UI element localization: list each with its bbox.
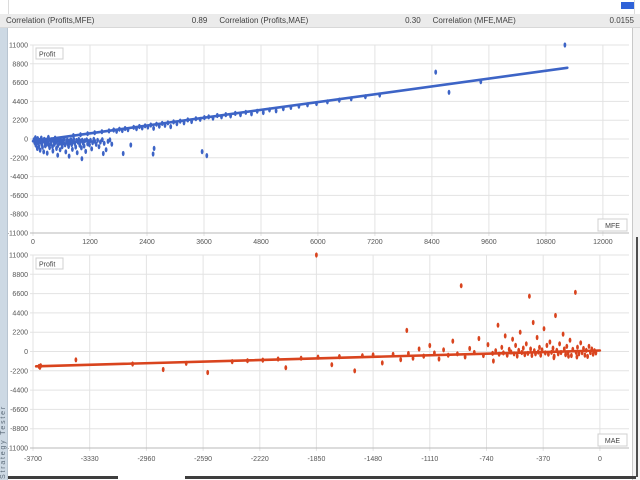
svg-text:4800: 4800 <box>253 239 269 246</box>
svg-text:-3700: -3700 <box>24 456 42 463</box>
svg-text:Profit: Profit <box>39 52 55 59</box>
svg-text:MAE: MAE <box>605 438 621 445</box>
svg-text:11000: 11000 <box>9 43 28 50</box>
svg-text:-1850: -1850 <box>307 456 325 463</box>
svg-text:-8800: -8800 <box>10 426 28 433</box>
correlation-header-bar: Correlation (Profits,MFE) 0.89 Correlati… <box>0 14 640 28</box>
correlation-profits-mfe-label: Correlation (Profits,MFE) <box>6 16 95 25</box>
svg-text:-11000: -11000 <box>8 446 28 453</box>
sidebar-tab-strategy-tester[interactable]: Strategy Tester <box>0 405 7 479</box>
correlation-profits-mae-label: Correlation (Profits,MAE) <box>219 16 309 25</box>
svg-text:-1110: -1110 <box>421 456 438 463</box>
svg-text:1200: 1200 <box>82 239 98 246</box>
top-strip <box>0 0 640 14</box>
svg-text:-6600: -6600 <box>10 193 28 200</box>
top-strip-divider-left <box>8 0 9 14</box>
profit-vs-mae-chart: 11000 8800 6600 4400 2200 0 -2200 -4400 -6600 -88… <box>8 248 632 480</box>
svg-text:-2960: -2960 <box>137 456 155 463</box>
svg-text:-740: -740 <box>479 456 493 463</box>
svg-text:8400: 8400 <box>424 239 440 246</box>
svg-text:-4400: -4400 <box>10 174 28 181</box>
svg-text:9600: 9600 <box>481 239 497 246</box>
svg-text:0: 0 <box>24 349 28 356</box>
svg-text:-4400: -4400 <box>10 388 28 395</box>
correlation-profits-mae: Correlation (Profits,MAE) 0.30 <box>213 14 426 27</box>
svg-text:-8800: -8800 <box>10 212 28 219</box>
svg-text:-2200: -2200 <box>10 155 28 162</box>
svg-text:7200: 7200 <box>367 239 383 246</box>
svg-text:-2220: -2220 <box>251 456 269 463</box>
svg-text:-2590: -2590 <box>194 456 212 463</box>
svg-text:10800: 10800 <box>536 239 556 246</box>
svg-text:6600: 6600 <box>12 291 28 298</box>
svg-text:2400: 2400 <box>139 239 155 246</box>
svg-text:-3330: -3330 <box>81 456 99 463</box>
svg-text:-370: -370 <box>536 456 550 463</box>
svg-text:2200: 2200 <box>12 118 28 125</box>
svg-text:4400: 4400 <box>12 99 28 106</box>
svg-text:11000: 11000 <box>9 253 28 260</box>
svg-text:12000: 12000 <box>593 239 613 246</box>
svg-text:Profit: Profit <box>39 262 55 269</box>
svg-text:-1480: -1480 <box>364 456 382 463</box>
bottom-border-left-segment <box>8 476 118 479</box>
svg-text:-2200: -2200 <box>10 368 28 375</box>
correlation-profits-mfe: Correlation (Profits,MFE) 0.89 <box>0 14 213 27</box>
svg-text:MFE: MFE <box>605 223 620 230</box>
svg-text:8800: 8800 <box>12 272 28 279</box>
scrollbar-thumb[interactable] <box>636 237 638 477</box>
svg-text:0: 0 <box>31 239 35 246</box>
svg-text:-6600: -6600 <box>10 407 28 414</box>
bottom-border-right-segment <box>185 476 636 479</box>
svg-text:-11000: -11000 <box>8 231 28 238</box>
correlation-mfe-mae-label: Correlation (MFE,MAE) <box>432 16 516 25</box>
svg-text:8800: 8800 <box>12 61 28 68</box>
svg-text:0: 0 <box>24 137 28 144</box>
svg-text:6000: 6000 <box>310 239 326 246</box>
correlation-mfe-mae-value: 0.0155 <box>609 16 634 25</box>
strategy-tester-dock-strip: Strategy Tester <box>0 28 8 480</box>
svg-text:4400: 4400 <box>12 310 28 317</box>
correlation-profits-mae-value: 0.30 <box>405 16 421 25</box>
top-strip-divider-right <box>634 0 635 14</box>
profit-vs-mfe-chart: 11000 8800 6600 4400 2200 0 -2200 -4400 -6600 -88… <box>8 28 632 248</box>
correlation-profits-mfe-value: 0.89 <box>191 16 208 25</box>
svg-text:6600: 6600 <box>12 80 28 87</box>
svg-text:2200: 2200 <box>12 330 28 337</box>
svg-text:0: 0 <box>598 456 602 463</box>
svg-text:3600: 3600 <box>196 239 212 246</box>
correlation-mfe-mae: Correlation (MFE,MAE) 0.0155 <box>427 14 640 27</box>
title-bar-accent <box>621 2 634 9</box>
